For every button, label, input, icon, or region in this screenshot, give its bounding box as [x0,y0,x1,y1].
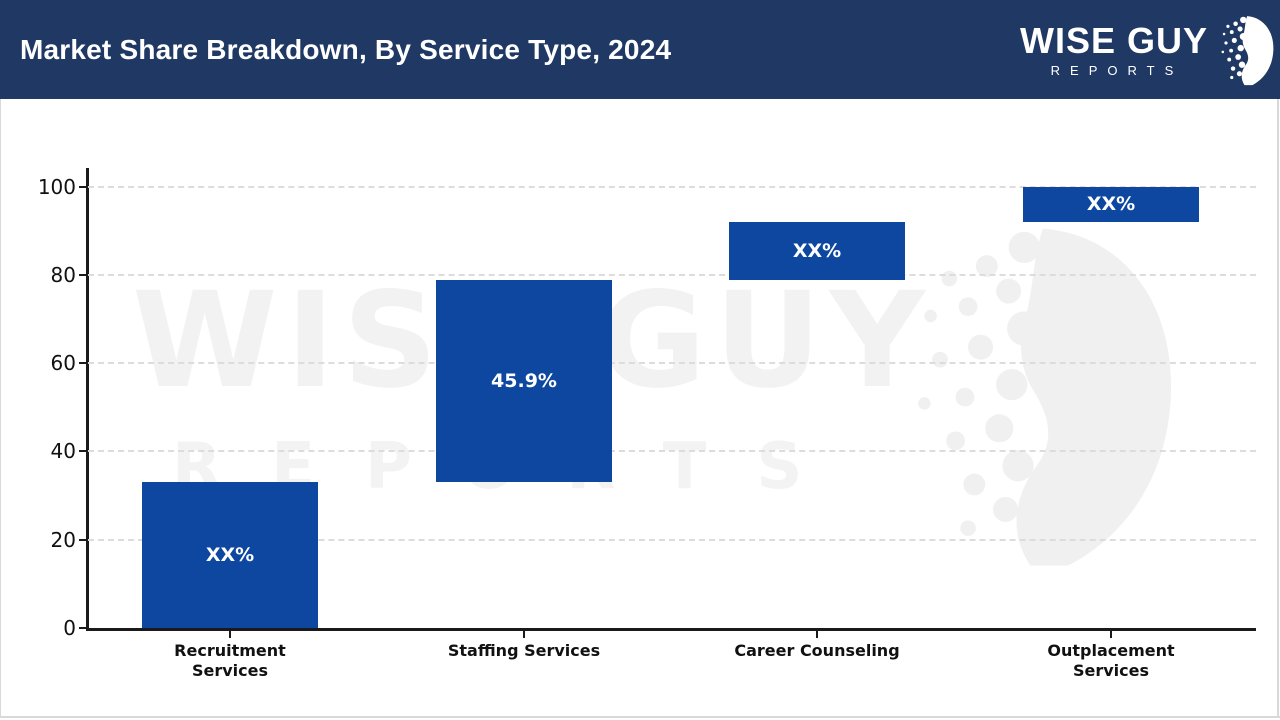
gridline-80 [88,273,1256,276]
y-tick-80 [79,273,88,276]
y-tick-label-40: 40 [50,439,76,464]
x-category-label-line: Recruitment [174,641,286,660]
x-category-label-line: Career Counseling [734,641,900,660]
gridline-20 [88,538,1256,541]
y-tick-0 [79,627,88,629]
x-tick-3 [1110,630,1112,638]
y-tick-label-0: 0 [63,616,76,640]
y-axis-line [86,168,89,631]
card-right-border [1277,99,1279,716]
bar-career-counseling [729,222,905,280]
x-tick-0 [229,630,231,638]
x-category-label: Career Counseling [667,641,967,661]
y-tick-100 [79,185,88,188]
logo-text-wise-guy: WISE GUY [1019,19,1208,61]
plot-region: 0 20 40 60 80 100 XX% Recruitment Services 45.9% S… [0,99,1280,720]
y-tick-label-20: 20 [50,527,76,552]
y-tick-label-60: 60 [50,351,76,376]
logo-text-reports: REPORTS [1050,62,1184,78]
y-tick-label-100: 100 [37,174,76,199]
gridline-40 [88,450,1256,453]
logo-wordmark: WISE GUY REPORTS [1019,19,1208,78]
x-category-label-line: Staffing Services [447,641,601,660]
bar-value-label: XX% [1086,193,1136,216]
card-left-border [0,99,1,716]
x-category-label-line: Services [1072,661,1150,680]
x-axis-line [86,628,1256,631]
x-category-label-line: Outplacement [1047,641,1175,660]
y-tick-40 [79,450,88,453]
x-tick-2 [816,630,818,638]
bar-recruitment-services [142,482,318,628]
header-bar: Market Share Breakdown, By Service Type,… [0,0,1280,99]
gridline-100 [88,185,1256,188]
x-category-label-line: Services [191,661,269,680]
gridline-60 [88,362,1256,365]
bar-value-label: 45.9% [491,369,557,392]
x-category-label: Staffing Services [374,641,674,661]
bar-value-label: XX% [792,239,842,262]
brand-logo: WISE GUY REPORTS [1020,0,1274,99]
head-silhouette-icon [1210,9,1274,91]
y-tick-60 [79,362,88,365]
x-category-label: Recruitment Services [80,641,380,681]
bar-staffing-services [436,279,612,483]
x-tick-1 [523,630,525,638]
bar-outplacement-services [1023,186,1199,223]
y-tick-label-80: 80 [50,262,76,287]
bar-value-label: XX% [205,544,255,567]
card-bottom-border [0,716,1280,718]
chart-title: Market Share Breakdown, By Service Type,… [20,33,672,65]
chart-area: WISE GUY REPORTS 020406080100XX%Recruitm… [0,99,1280,720]
y-tick-20 [79,538,88,541]
x-category-label: Outplacement Services [961,641,1261,681]
